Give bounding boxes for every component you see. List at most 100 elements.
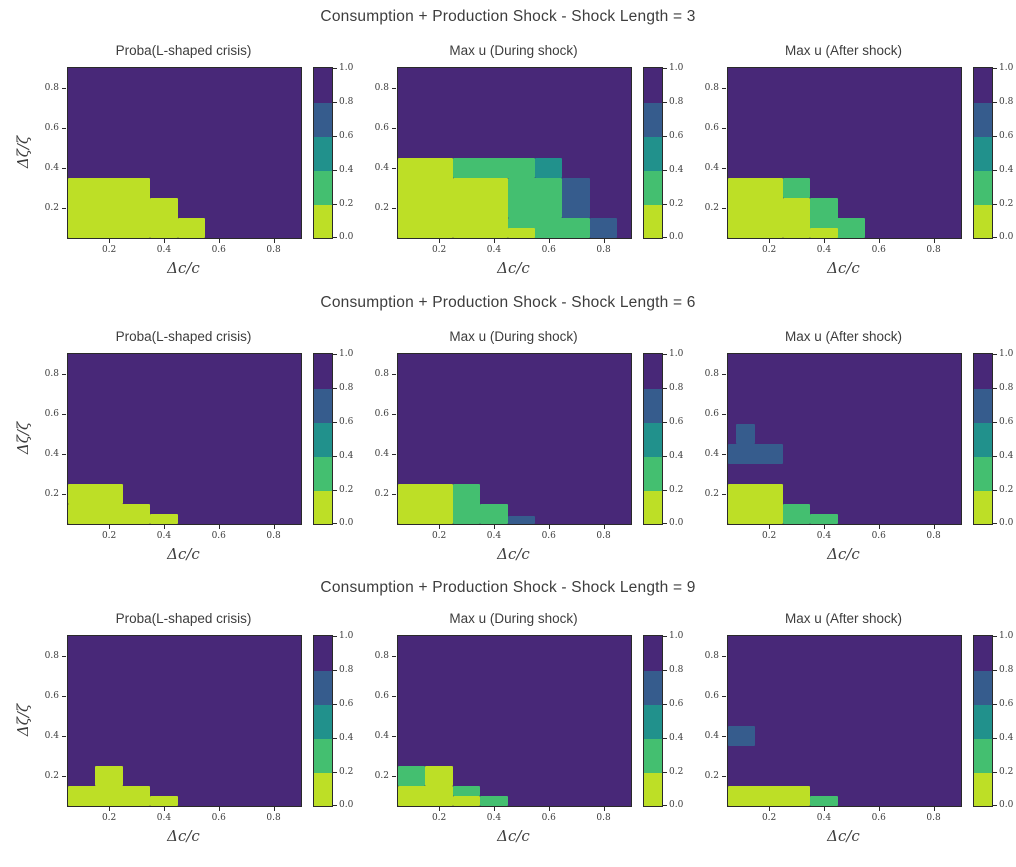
heatmap-region-yellow [150, 514, 178, 524]
colorbar-tick-label: 0.6 [999, 417, 1014, 427]
colorbar-tick-label: 1.0 [999, 349, 1014, 359]
colorbar-tick-label: 0.2 [669, 199, 684, 209]
heatmap-region-blue [736, 424, 756, 444]
y-tick-label: 0.8 [374, 83, 389, 93]
y-tick-label: 0.2 [374, 203, 389, 213]
x-tick-mark [769, 525, 771, 529]
x-tick-mark [163, 807, 165, 811]
heatmap-plot [397, 67, 632, 239]
colorbar-tick-mark [333, 704, 337, 705]
colorbar-segment-teal [644, 136, 662, 171]
y-tick-label: 0.2 [374, 771, 389, 781]
colorbar-tick-mark [663, 490, 667, 491]
colorbar-tick-label: 1.0 [339, 631, 354, 641]
colorbar-tick-mark [333, 772, 337, 773]
colorbar-segment-blue [314, 670, 332, 705]
colorbar-tick-label: 0.6 [339, 131, 354, 141]
x-tick-label: 0.8 [596, 245, 611, 255]
x-tick-mark [109, 525, 111, 529]
x-tick-label: 0.8 [926, 813, 941, 823]
colorbar-segment-blue [974, 388, 992, 423]
x-tick-mark [163, 525, 165, 529]
heatmap-region-yellow [398, 158, 453, 238]
colorbar-segment-teal [644, 422, 662, 457]
colorbar-tick-mark [663, 523, 667, 524]
colorbar-tick-label: 0.6 [669, 417, 684, 427]
x-tick-label: 0.6 [871, 245, 886, 255]
x-tick-label: 0.2 [101, 813, 117, 823]
heatmap-plot [397, 353, 632, 525]
colorbar-tick-label: 0.8 [669, 665, 684, 675]
colorbar-tick-label: 0.6 [669, 699, 684, 709]
colorbar-tick-mark [663, 738, 667, 739]
colorbar-segment-teal [974, 136, 992, 171]
heatmap-region-yellow [150, 796, 178, 806]
colorbar-tick-mark [333, 490, 337, 491]
colorbar-segment-teal [314, 704, 332, 739]
colorbar-tick-label: 0.4 [999, 451, 1014, 461]
colorbar-tick-mark [663, 636, 667, 637]
y-tick-mark [722, 208, 726, 209]
y-tick-mark [722, 494, 726, 495]
colorbar-tick-label: 0.0 [669, 518, 684, 528]
colorbar-segment-green [314, 170, 332, 205]
subplot-title: Max u (During shock) [449, 43, 578, 58]
colorbar-segment-green [974, 170, 992, 205]
row-title: Consumption + Production Shock - Shock L… [320, 294, 696, 311]
x-tick-mark [109, 239, 111, 243]
x-tick-label: 0.4 [486, 813, 502, 823]
x-tick-label: 0.6 [211, 245, 226, 255]
colorbar-tick-mark [993, 704, 997, 705]
y-tick-mark [392, 494, 396, 495]
colorbar-segment-blue [644, 670, 662, 705]
heatmap-region-blue [562, 178, 590, 218]
y-tick-mark [62, 736, 66, 737]
y-tick-label: 0.8 [44, 369, 59, 379]
y-tick-mark [62, 88, 66, 89]
y-tick-mark [392, 656, 396, 657]
y-tick-mark [62, 696, 66, 697]
colorbar-tick-mark [993, 523, 997, 524]
subplot-title: Proba(L-shaped crisis) [115, 329, 252, 344]
x-tick-mark [603, 239, 605, 243]
x-tick-label: 0.6 [541, 531, 556, 541]
colorbar-segment-purple [314, 636, 332, 671]
y-tick-label: 0.4 [374, 163, 389, 173]
heatmap-region-yellow [728, 178, 783, 238]
colorbar-segment-blue [644, 388, 662, 423]
y-tick-label: 0.6 [704, 691, 719, 701]
colorbar-segment-yellow [974, 204, 992, 238]
colorbar-tick-label: 0.4 [669, 733, 684, 743]
colorbar-segment-yellow [644, 204, 662, 238]
y-tick-label: 0.6 [704, 409, 719, 419]
x-tick-label: 0.2 [101, 245, 117, 255]
x-tick-label: 0.6 [541, 245, 556, 255]
colorbar-segment-yellow [314, 204, 332, 238]
y-tick-mark [62, 454, 66, 455]
colorbar-tick-mark [663, 772, 667, 773]
y-tick-mark [722, 168, 726, 169]
colorbar-tick-label: 0.8 [339, 97, 354, 107]
colorbar-tick-label: 0.4 [339, 451, 354, 461]
y-tick-mark [722, 656, 726, 657]
colorbar-tick-label: 0.6 [999, 131, 1014, 141]
x-tick-mark [493, 239, 495, 243]
x-axis-label: Δc/c [827, 545, 860, 563]
y-tick-mark [62, 374, 66, 375]
x-tick-label: 0.8 [926, 531, 941, 541]
x-tick-mark [273, 807, 275, 811]
x-tick-label: 0.4 [816, 245, 832, 255]
x-tick-label: 0.2 [431, 531, 447, 541]
colorbar-tick-mark [993, 636, 997, 637]
y-tick-mark [392, 696, 396, 697]
colorbar [643, 353, 663, 525]
heatmap-region-yellow [150, 198, 178, 238]
heatmap-region-yellow [68, 484, 123, 504]
x-axis-label: Δc/c [827, 827, 860, 845]
colorbar-tick-label: 0.2 [339, 199, 354, 209]
heatmap-region-yellow [177, 218, 206, 238]
x-tick-mark [273, 525, 275, 529]
x-tick-label: 0.6 [871, 813, 886, 823]
colorbar-tick-label: 1.0 [339, 349, 354, 359]
colorbar-tick-mark [663, 237, 667, 238]
